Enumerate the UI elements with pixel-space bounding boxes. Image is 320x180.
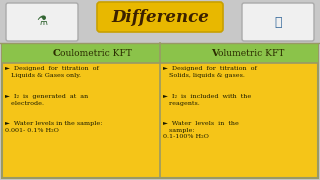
Text: ►  Designed  for  titration  of
   Liquids & Gases only.: ► Designed for titration of Liquids & Ga… [5, 66, 99, 78]
Text: V: V [211, 48, 219, 57]
Text: ►  Designed  for  titration  of
   Solids, liquids & gases.: ► Designed for titration of Solids, liqu… [163, 66, 257, 78]
Text: oulometric KFT: oulometric KFT [60, 48, 132, 57]
Text: ►  Water  levels  in  the
   sample:
0.1-100% H₂O: ► Water levels in the sample: 0.1-100% H… [163, 121, 239, 139]
Text: ⚗: ⚗ [36, 15, 48, 28]
FancyBboxPatch shape [242, 3, 314, 41]
FancyBboxPatch shape [6, 3, 78, 41]
Text: ►  I₂  is  included  with  the
   reagents.: ► I₂ is included with the reagents. [163, 94, 251, 106]
Text: ►  Water levels in the sample:
0.001- 0.1% H₂O: ► Water levels in the sample: 0.001- 0.1… [5, 121, 102, 133]
Bar [0, 0, 320, 43]
FancyBboxPatch shape [97, 2, 223, 32]
Text: olumetric KFT: olumetric KFT [218, 48, 284, 57]
Bar [2, 43, 318, 178]
Bar [2, 43, 318, 63]
Text: 🖥: 🖥 [274, 15, 282, 28]
Text: Difference: Difference [111, 8, 209, 26]
Text: C: C [53, 48, 61, 57]
Text: ►  I₂  is  generated  at  an
   electrode.: ► I₂ is generated at an electrode. [5, 94, 88, 106]
